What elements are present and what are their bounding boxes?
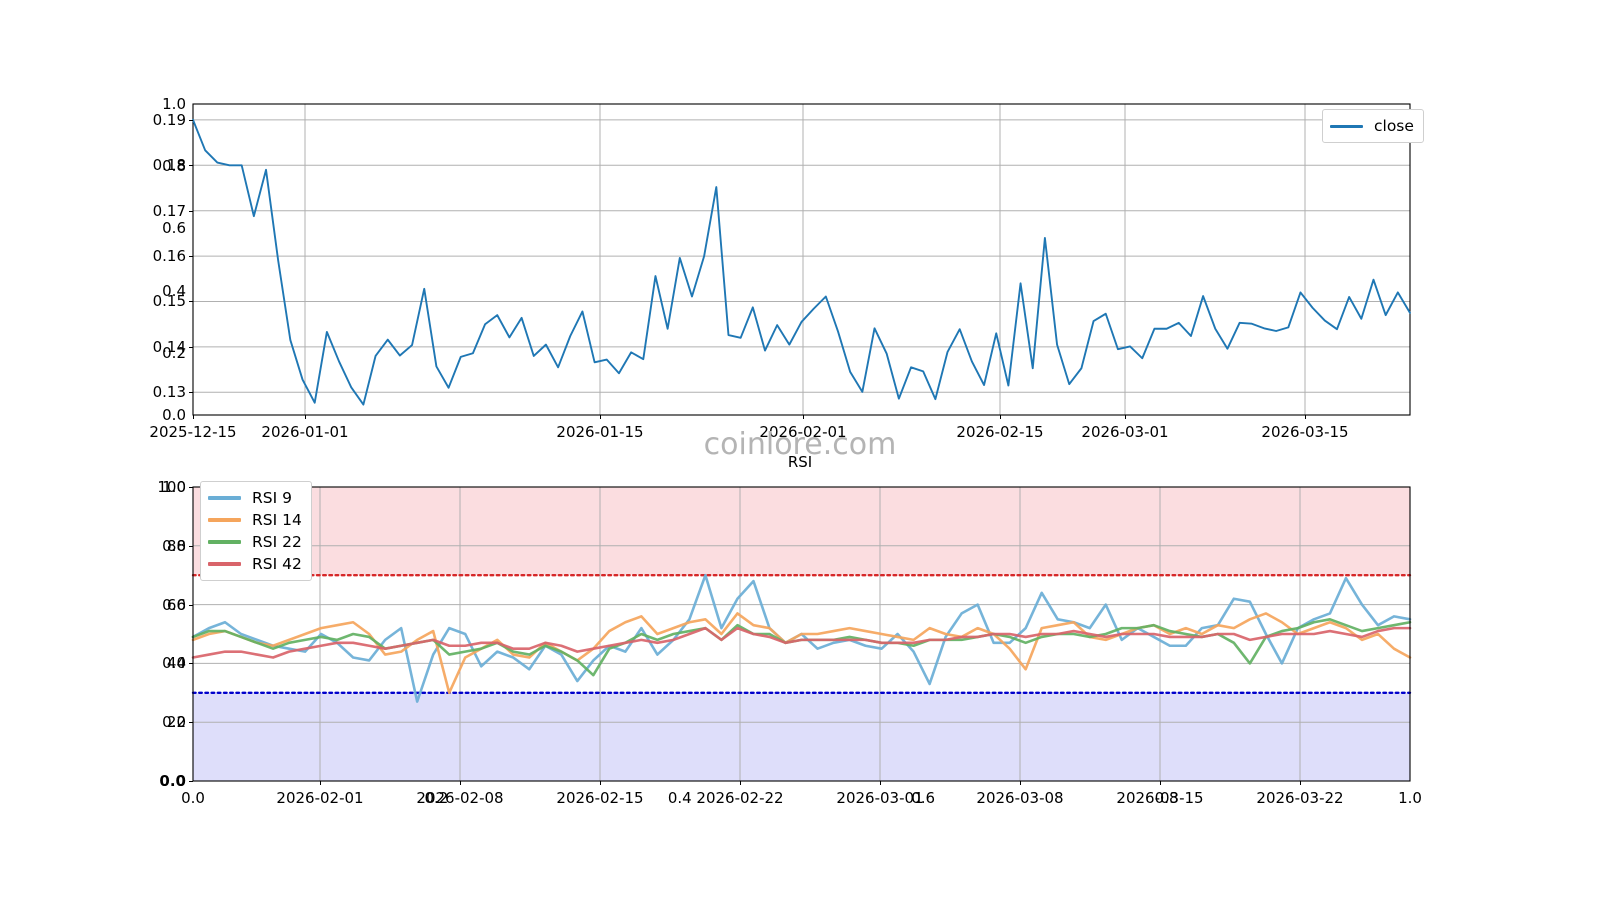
price-secondary-y-tick-label: 0.8 xyxy=(162,157,186,176)
price-x-tick-mark xyxy=(193,415,194,419)
price-x-tick-label: 2026-02-15 xyxy=(956,423,1044,441)
rsi-x-tick-label: 2026-02-15 xyxy=(556,789,644,807)
price-chart-panel: 0.13 0.14 0.15 0.16 0.17 0.18 0.19 0.0 0.2 0.4 0.… xyxy=(149,95,1424,441)
rsi-title: RSI xyxy=(787,453,813,471)
legend-color-swatch xyxy=(208,496,241,500)
rsi-x-tick-mark xyxy=(1300,781,1301,785)
rsi-x-tick-mark xyxy=(1020,781,1021,785)
rsi-secondary-x-tick-label: 0.6 xyxy=(911,789,936,807)
rsi-x-tick-mark xyxy=(320,781,321,785)
price-y-tick-mark xyxy=(189,210,193,212)
price-legend-item[interactable]: close xyxy=(1330,115,1414,137)
legend-label: RSI 9 xyxy=(252,489,292,507)
price-y-tick-label: 0.14 xyxy=(152,337,186,356)
rsi-secondary-x-tick-label: 0.0 xyxy=(181,789,205,807)
price-legend[interactable]: close xyxy=(1322,109,1424,143)
price-y-tick-mark xyxy=(189,256,193,258)
price-x-tick-mark xyxy=(600,415,601,419)
rsi-y-tick-label: 20 xyxy=(166,713,186,732)
rsi-y-tick-label: 80 xyxy=(166,536,186,555)
legend-color-swatch xyxy=(208,518,241,522)
rsi-secondary-y-tick-label: 0.0 xyxy=(159,772,186,790)
rsi-legend[interactable]: RSI 9 RSI 14 RSI 22 RSI 42 xyxy=(200,481,312,581)
price-secondary-y-tick-label: 0.6 xyxy=(162,219,186,238)
rsi-x-tick-mark xyxy=(460,781,461,785)
price-y-tick-mark xyxy=(189,346,193,348)
price-secondary-y-tick-label: 0.4 xyxy=(162,281,186,300)
rsi-y-tick-mark xyxy=(189,663,193,665)
rsi-y-tick-label: 100 xyxy=(157,478,186,496)
price-x-tick-mark xyxy=(1125,415,1126,419)
rsi-x-tick-label: 2026-03-15 xyxy=(1116,789,1204,807)
price-x-tick-label: 2025-12-15 xyxy=(149,423,237,441)
rsi-x-tick-label: 2026-03-22 xyxy=(1256,789,1344,807)
rsi-secondary-y-tick-label: 0.8 xyxy=(162,536,186,555)
rsi-x-tick-mark xyxy=(740,781,741,785)
price-secondary-y-tick-label: 0.2 xyxy=(162,343,186,362)
price-x-tick-mark xyxy=(305,415,306,419)
rsi-y-tick-label: 40 xyxy=(166,654,186,673)
price-x-tick-label: 2026-03-01 xyxy=(1081,423,1169,441)
rsi-legend-item[interactable]: RSI 22 xyxy=(208,531,302,553)
price-y-tick-mark xyxy=(189,119,193,121)
price-plot-area xyxy=(192,103,1411,416)
legend-color-swatch xyxy=(1330,124,1363,128)
price-y-tick-mark xyxy=(189,165,193,167)
rsi-secondary-y-tick-label: 0.2 xyxy=(162,713,186,732)
legend-label: RSI 22 xyxy=(252,533,302,551)
rsi-x-tick-label: 2026-02-08 xyxy=(416,789,504,807)
price-y-tick-mark xyxy=(189,392,193,394)
price-x-tick-label: 2026-01-15 xyxy=(556,423,644,441)
price-x-tick-label: 2026-03-15 xyxy=(1261,423,1349,441)
rsi-secondary-x-tick-label: 0.2 xyxy=(424,789,449,807)
legend-color-swatch xyxy=(208,562,241,566)
price-y-tick-label: 0.18 xyxy=(152,156,186,175)
rsi-y-tick-mark xyxy=(189,722,193,724)
rsi-legend-item[interactable]: RSI 14 xyxy=(208,509,302,531)
rsi-x-tick-label: 2026-03-08 xyxy=(976,789,1064,807)
price-x-tick-label: 2026-02-01 xyxy=(759,423,847,441)
rsi-legend-item[interactable]: RSI 9 xyxy=(208,487,302,509)
price-y-tick-label: 0.19 xyxy=(152,110,186,129)
rsi-x-tick-mark xyxy=(880,781,881,785)
price-x-tick-mark xyxy=(803,415,804,419)
legend-label: RSI 14 xyxy=(252,511,302,529)
rsi-x-tick-label: 2026-03-01 xyxy=(836,789,924,807)
legend-color-swatch xyxy=(208,540,241,544)
legend-label: RSI 42 xyxy=(252,555,302,573)
rsi-secondary-y-tick-label: 0.4 xyxy=(162,654,186,673)
rsi-y-tick-mark xyxy=(189,604,193,606)
price-y-tick-label: 0.15 xyxy=(152,292,186,311)
rsi-secondary-x-tick-label: 0.4 xyxy=(667,789,692,807)
rsi-secondary-y-tick-label: 0.6 xyxy=(162,595,186,614)
rsi-y-tick-mark xyxy=(189,781,193,782)
rsi-legend-item[interactable]: RSI 42 xyxy=(208,553,302,575)
rsi-secondary-y-tick-label: 1.0 xyxy=(162,478,186,496)
rsi-x-tick-label: 2026-02-22 xyxy=(696,789,784,807)
rsi-y-tick-mark xyxy=(189,545,193,547)
price-secondary-y-tick-label: 1.0 xyxy=(162,95,186,113)
rsi-y-tick-mark xyxy=(189,487,193,488)
rsi-secondary-x-tick-label: 0.8 xyxy=(1154,789,1179,807)
price-x-tick-mark xyxy=(1000,415,1001,419)
rsi-x-tick-label: 2026-02-01 xyxy=(276,789,364,807)
rsi-x-tick-mark xyxy=(1160,781,1161,785)
watermark: coinlore.com xyxy=(703,427,897,462)
price-x-tick-mark xyxy=(1305,415,1306,419)
rsi-y-tick-label: 0 xyxy=(176,772,186,790)
rsi-secondary-x-tick-label: 1.0 xyxy=(1398,789,1422,807)
price-y-tick-label: 0.17 xyxy=(152,201,186,220)
price-secondary-y-tick-label: 0.0 xyxy=(162,406,186,424)
legend-label: close xyxy=(1374,117,1414,135)
price-x-tick-label: 2026-01-01 xyxy=(261,423,349,441)
rsi-y-tick-label: 60 xyxy=(166,595,186,614)
rsi-x-tick-mark xyxy=(600,781,601,785)
price-y-tick-label: 0.13 xyxy=(152,383,186,402)
price-y-tick-mark xyxy=(189,301,193,303)
price-y-tick-label: 0.16 xyxy=(152,247,186,266)
